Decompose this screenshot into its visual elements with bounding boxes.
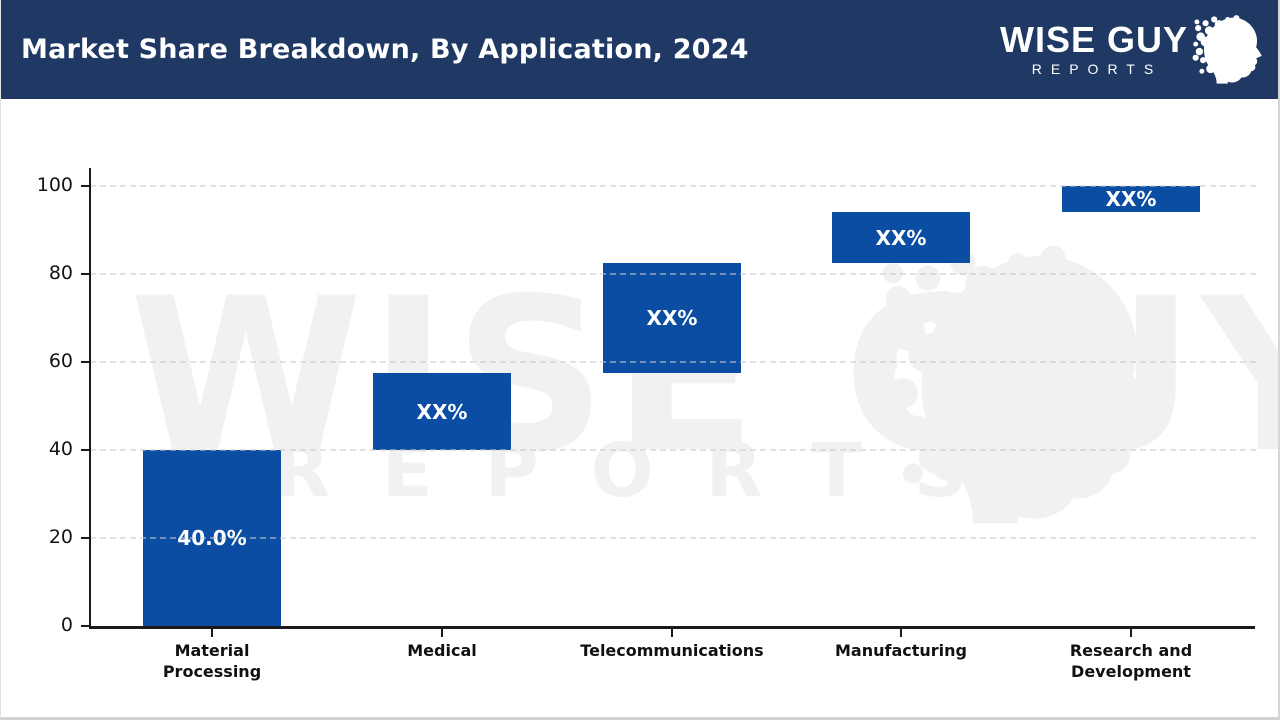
gridline (90, 273, 1256, 275)
wise-guy-logo: WISE GUY REPORTS (1000, 9, 1266, 91)
y-tick-label: 80 (48, 262, 73, 284)
category-label: Material Processing (162, 641, 262, 681)
x-axis-tick (441, 629, 443, 637)
bar-segment: XX% (373, 373, 511, 450)
x-axis-tick (1130, 629, 1132, 637)
x-axis-tick (900, 629, 902, 637)
gridline (90, 361, 1256, 363)
category-label: Manufacturing (835, 641, 967, 660)
y-axis-tick (81, 273, 89, 275)
y-axis-tick (81, 185, 89, 187)
category-label: Research and Development (1069, 641, 1193, 681)
logo-head-icon (1192, 14, 1262, 84)
bar-value-label: XX% (1105, 187, 1157, 211)
y-tick-label: 60 (48, 350, 73, 372)
watermark-head-icon (875, 245, 1156, 524)
x-axis-tick (671, 629, 673, 637)
chart-title: Market Share Breakdown, By Application, … (21, 34, 749, 65)
bar-value-label: XX% (646, 306, 698, 330)
y-tick-label: 0 (60, 614, 73, 636)
logo-wordmark: WISE GUY (999, 19, 1188, 60)
bar-segment: XX% (603, 263, 741, 373)
y-tick-label: 100 (36, 174, 73, 196)
y-tick-label: 20 (48, 526, 73, 548)
y-tick-label: 40 (48, 438, 73, 460)
header: Market Share Breakdown, By Application, … (1, 0, 1278, 99)
gridline (90, 185, 1256, 187)
y-axis-tick (81, 361, 89, 363)
bar-segment: XX% (832, 212, 970, 263)
y-axis-tick (81, 449, 89, 451)
y-axis-tick (81, 625, 89, 627)
bar-value-label: XX% (875, 225, 927, 250)
logo-text: WISE GUY REPORTS (999, 19, 1188, 78)
gridline (90, 449, 1256, 451)
y-axis-line (89, 168, 91, 629)
y-axis-tick (81, 537, 89, 539)
category-label: Telecommunications (580, 641, 764, 660)
gridline (90, 537, 1256, 539)
category-label: Medical (407, 641, 477, 660)
logo-subtext: REPORTS (1031, 61, 1163, 77)
x-axis-tick (211, 629, 213, 637)
x-axis-line (89, 626, 1255, 629)
bar-value-label: XX% (416, 399, 468, 424)
bar-segment: XX% (1062, 186, 1200, 212)
